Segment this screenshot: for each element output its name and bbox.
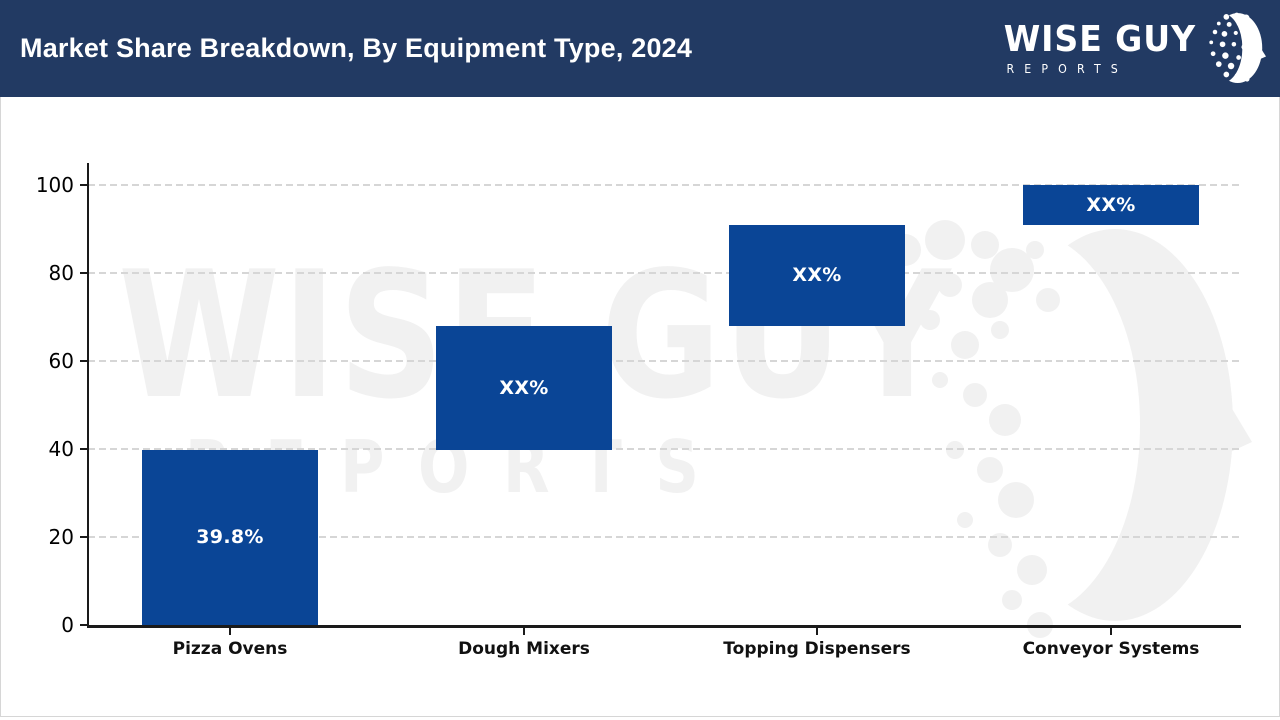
x-tick-mark	[523, 627, 525, 635]
y-tick-label: 0	[61, 613, 74, 637]
dotted-head-profile-icon	[1200, 12, 1266, 83]
gridline	[88, 184, 1240, 186]
y-tick-mark	[80, 536, 88, 538]
plot-area: 0 20 40 60 80 100 39.8% Pizza Ovens XX% Dough Mix…	[0, 97, 1280, 720]
category-label: Dough Mixers	[458, 639, 590, 659]
gridline	[88, 448, 1240, 450]
x-tick-mark	[1110, 627, 1112, 635]
category-label: Conveyor Systems	[1022, 639, 1200, 659]
y-tick-label: 100	[35, 173, 74, 197]
logo-reports-text: REPORTS	[1006, 61, 1128, 76]
category-label: Topping Dispensers	[723, 639, 911, 659]
y-tick-mark	[80, 448, 88, 450]
bar-value-label: XX%	[792, 264, 842, 287]
wise-guy-reports-logo: WISE GUY REPORTS	[987, 10, 1266, 88]
waterfall-bar: XX%	[729, 224, 905, 326]
x-tick-mark	[816, 627, 818, 635]
bar-value-label: XX%	[1086, 193, 1136, 216]
chart-area: WISE GUY REPORTS 0 20 40 60 80 100 39.8% Pizza …	[0, 97, 1280, 720]
waterfall-bar: XX%	[436, 325, 612, 450]
y-tick-mark	[80, 360, 88, 362]
y-tick-label: 20	[48, 525, 74, 549]
chart-title: Market Share Breakdown, By Equipment Typ…	[20, 33, 693, 63]
logo-brand-text: WISE GUY	[1003, 18, 1196, 60]
gridline	[88, 272, 1240, 274]
y-tick-label: 40	[48, 437, 74, 461]
bar-value-label: XX%	[499, 376, 549, 399]
gridline	[88, 360, 1240, 362]
y-tick-mark	[80, 624, 88, 626]
waterfall-bar: XX%	[1023, 185, 1199, 225]
y-axis-line	[87, 163, 89, 627]
y-tick-label: 80	[48, 261, 74, 285]
x-axis-line	[87, 625, 1241, 628]
y-tick-label: 60	[48, 349, 74, 373]
logo-text: WISE GUY REPORTS	[1003, 18, 1196, 76]
bar-value-label: 39.8%	[196, 526, 264, 549]
category-label: Pizza Ovens	[172, 639, 288, 659]
y-tick-mark	[80, 184, 88, 186]
waterfall-bar: 39.8%	[142, 449, 318, 625]
y-tick-mark	[80, 272, 88, 274]
gridline	[88, 536, 1240, 538]
header-bar: Market Share Breakdown, By Equipment Typ…	[0, 0, 1280, 97]
x-tick-mark	[229, 627, 231, 635]
